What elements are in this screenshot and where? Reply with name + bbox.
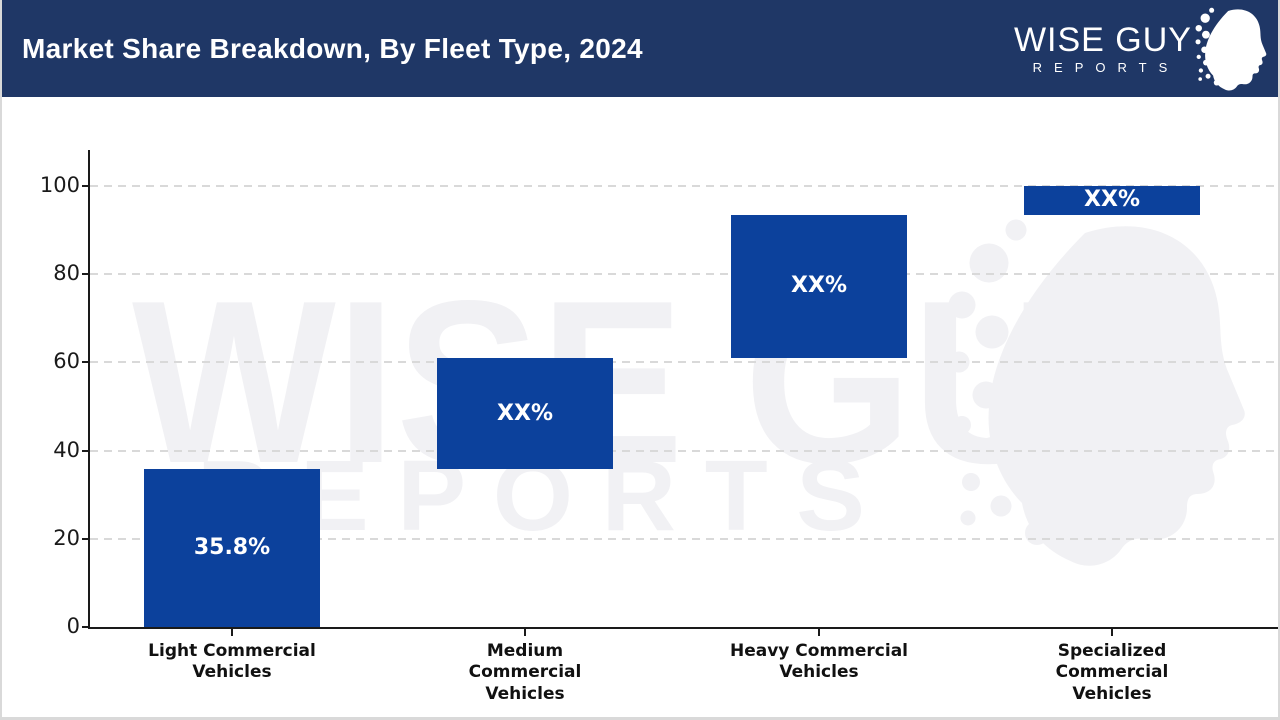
x-axis-line (88, 627, 1278, 629)
y-tick-mark (82, 626, 90, 628)
gridline (90, 537, 1278, 540)
bar-segment: 35.8% (144, 469, 320, 627)
logo-text: WISE GUY REPORTS (1014, 23, 1192, 74)
bar-segment: XX% (437, 357, 613, 470)
y-tick-label: 0 (66, 614, 80, 638)
y-tick-label: 100 (39, 173, 80, 197)
page-title: Market Share Breakdown, By Fleet Type, 2… (22, 32, 643, 64)
wiseguy-logo: WISE GUY REPORTS (1014, 6, 1268, 92)
bar-value-label: XX% (1084, 187, 1140, 213)
gridline (90, 361, 1278, 364)
y-tick-mark (82, 361, 90, 364)
y-axis-line (88, 150, 90, 629)
y-tick-mark (82, 185, 90, 187)
gridline (90, 273, 1278, 276)
x-tick-label: Heavy Commercial Vehicles (729, 641, 908, 683)
logo-head-icon (1195, 7, 1267, 91)
watermark-head-icon (948, 219, 1245, 566)
y-tick-label: 60 (53, 349, 80, 374)
x-tick-mark (231, 629, 233, 636)
y-tick-label: 20 (53, 525, 80, 550)
x-tick-label: Light Commercial Vehicles (148, 641, 316, 683)
bar-value-label: XX% (497, 400, 553, 426)
y-tick-mark (82, 449, 90, 452)
y-tick-label: 40 (53, 437, 80, 462)
x-tick-mark (818, 629, 820, 636)
y-tick-mark (82, 537, 90, 540)
bar-value-label: XX% (791, 273, 847, 299)
logo-wordmark: WISE GUY (1013, 21, 1192, 59)
x-tick-mark (1111, 629, 1113, 636)
x-tick-mark (524, 629, 526, 636)
x-tick-label: Medium Commercial Vehicles (468, 641, 582, 704)
bar-value-label: 35.8% (193, 535, 271, 561)
x-tick-label: Specialized Commercial Vehicles (1055, 641, 1169, 704)
header-bar: Market Share Breakdown, By Fleet Type, 2… (2, 0, 1278, 97)
gridline (90, 449, 1278, 452)
gridline (90, 185, 1278, 187)
y-tick-mark (82, 273, 90, 276)
logo-tagline: REPORTS (1032, 60, 1180, 75)
bar-segment: XX% (731, 214, 907, 358)
bar-segment: XX% (1024, 186, 1200, 215)
y-tick-label: 80 (53, 261, 80, 286)
